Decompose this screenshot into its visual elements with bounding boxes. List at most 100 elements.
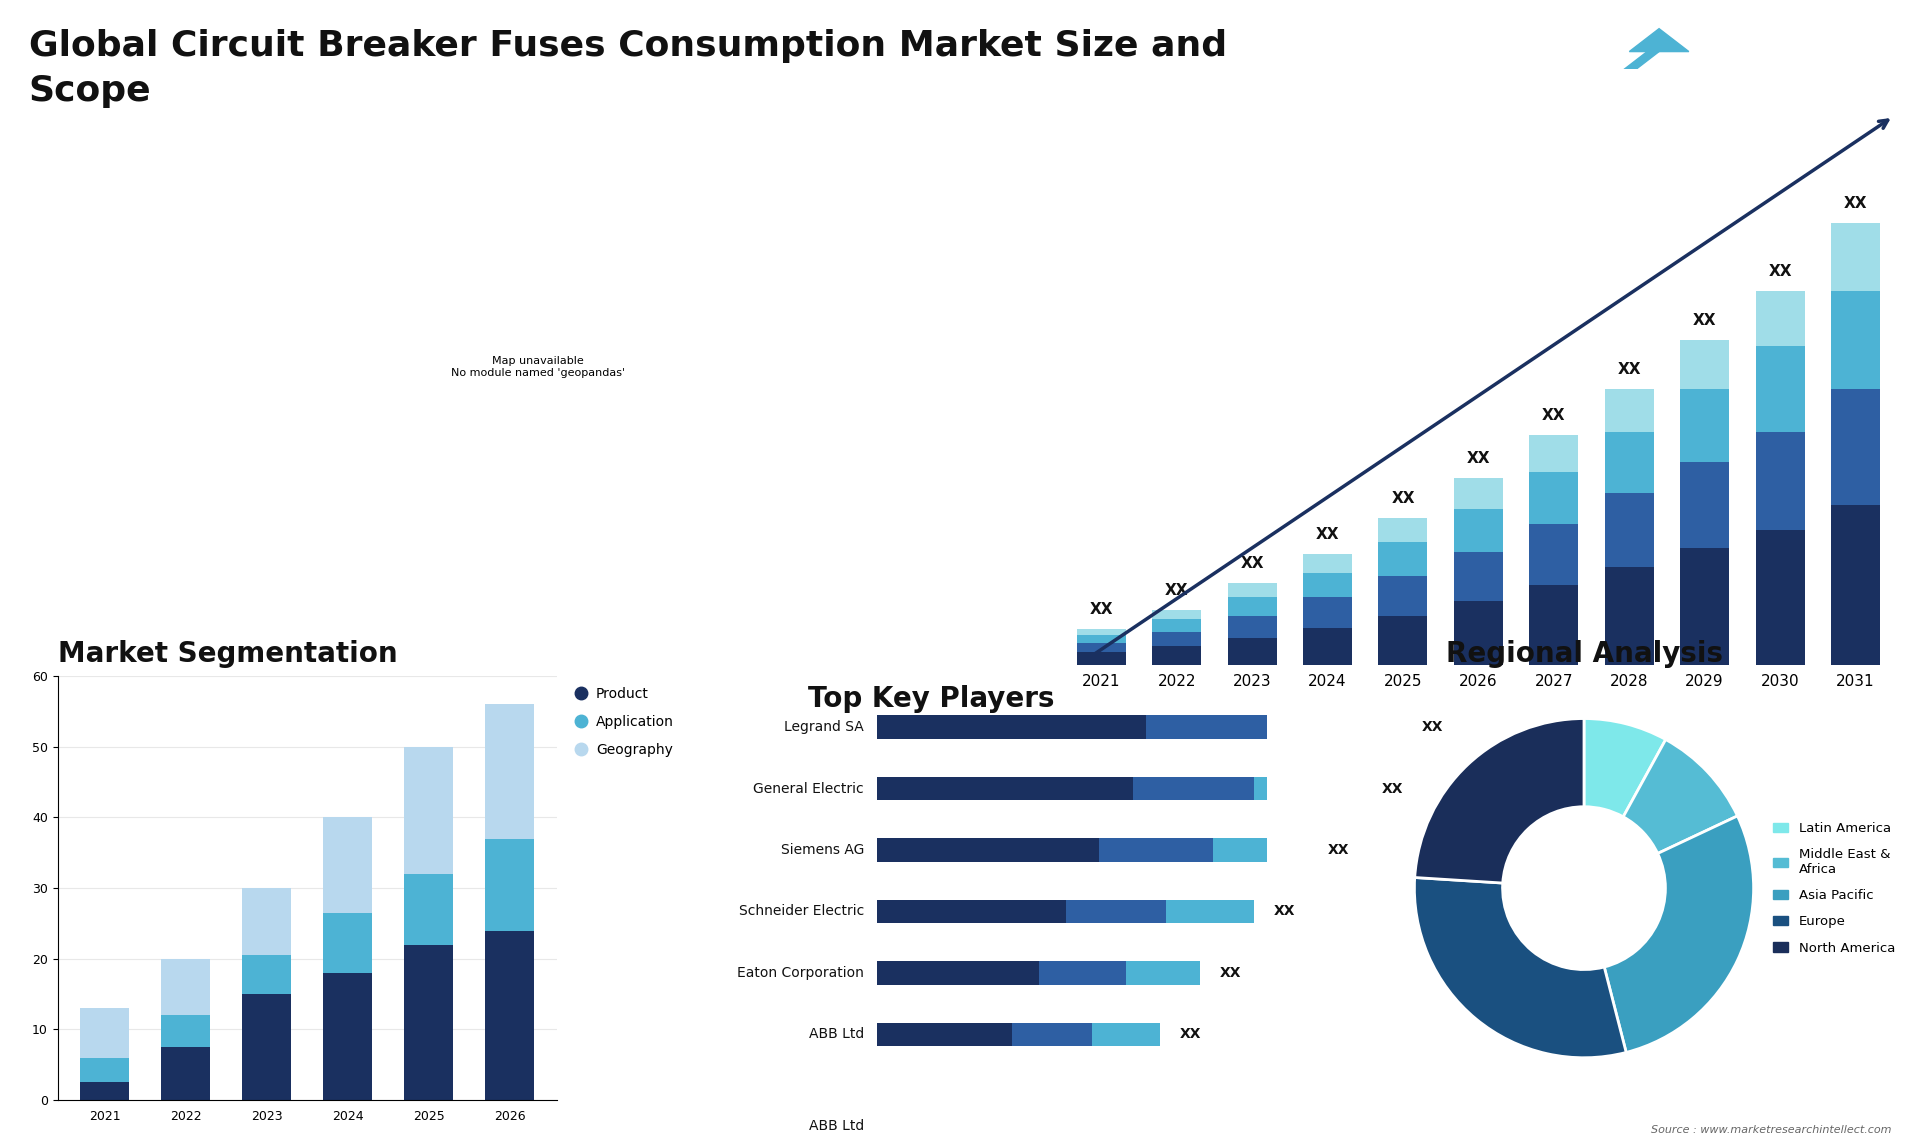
Bar	[1530, 524, 1578, 584]
Bar	[1530, 472, 1578, 524]
Bar	[405, 747, 453, 874]
Bar	[1453, 601, 1503, 665]
Bar	[1092, 1022, 1160, 1046]
Bar	[1755, 432, 1805, 529]
Bar	[486, 839, 534, 931]
Bar	[1077, 629, 1125, 635]
Text: XX: XX	[1421, 720, 1444, 735]
Bar	[1077, 635, 1125, 643]
Text: Schneider Electric: Schneider Electric	[739, 904, 864, 918]
Bar	[1146, 715, 1281, 739]
Bar	[1012, 1022, 1092, 1046]
Bar	[161, 1047, 209, 1100]
Text: Market Segmentation: Market Segmentation	[58, 641, 397, 668]
Text: XX: XX	[1467, 452, 1490, 466]
Text: XX: XX	[1221, 966, 1242, 980]
Bar	[1304, 628, 1352, 665]
Bar	[877, 715, 1146, 739]
Bar	[1077, 652, 1125, 665]
Text: Siemens AG: Siemens AG	[781, 843, 864, 857]
Bar	[1304, 555, 1352, 573]
Text: Map unavailable
No module named 'geopandas': Map unavailable No module named 'geopand…	[451, 356, 624, 377]
Bar	[1453, 478, 1503, 509]
Bar	[1066, 900, 1165, 924]
Bar	[1530, 435, 1578, 472]
Bar	[1152, 619, 1202, 631]
Text: Legrand SA: Legrand SA	[783, 720, 864, 735]
Bar	[1680, 388, 1730, 462]
Bar	[877, 1022, 1012, 1046]
Legend: Latin America, Middle East &
Africa, Asia Pacific, Europe, North America: Latin America, Middle East & Africa, Asi…	[1768, 818, 1899, 958]
Bar	[1530, 584, 1578, 665]
Text: XX: XX	[1273, 904, 1296, 918]
Bar	[877, 961, 1039, 984]
Bar	[1281, 715, 1402, 739]
Text: Scope: Scope	[29, 74, 152, 109]
Bar	[1039, 961, 1125, 984]
Bar	[1133, 777, 1254, 800]
Bar	[1227, 597, 1277, 615]
Bar	[1152, 646, 1202, 665]
Text: XX: XX	[1240, 556, 1263, 571]
Bar	[323, 817, 372, 913]
Bar	[161, 959, 209, 1015]
Bar	[1605, 566, 1653, 665]
Text: General Electric: General Electric	[753, 782, 864, 795]
Bar	[1125, 961, 1200, 984]
Text: XX: XX	[1179, 1028, 1202, 1042]
Bar	[1680, 548, 1730, 665]
Bar	[1165, 900, 1254, 924]
Text: XX: XX	[1843, 196, 1868, 211]
Bar	[161, 1015, 209, 1047]
Wedge shape	[1605, 816, 1753, 1052]
Wedge shape	[1415, 719, 1584, 884]
Bar	[1453, 509, 1503, 552]
Bar	[1832, 291, 1880, 388]
Text: Eaton Corporation: Eaton Corporation	[737, 966, 864, 980]
Polygon shape	[1630, 29, 1690, 52]
Bar	[1227, 615, 1277, 637]
Bar	[1680, 462, 1730, 548]
Text: XX: XX	[1380, 782, 1404, 795]
Bar	[1379, 615, 1427, 665]
Polygon shape	[1617, 52, 1659, 74]
Bar	[1213, 839, 1308, 862]
Bar	[1304, 597, 1352, 628]
Bar	[405, 944, 453, 1100]
Bar	[81, 1008, 129, 1058]
Bar	[1254, 777, 1361, 800]
Bar	[1379, 576, 1427, 615]
Bar	[1453, 552, 1503, 601]
Bar	[1605, 493, 1653, 566]
Bar	[1227, 637, 1277, 665]
Bar	[1152, 631, 1202, 646]
Bar	[1152, 610, 1202, 619]
Bar	[1832, 223, 1880, 291]
Bar	[877, 900, 1066, 924]
Bar	[486, 705, 534, 839]
Bar	[877, 777, 1133, 800]
Bar	[81, 1058, 129, 1083]
Bar	[1379, 542, 1427, 576]
Text: XX: XX	[1617, 362, 1642, 377]
Bar	[877, 839, 1098, 862]
Text: XX: XX	[1165, 582, 1188, 597]
Bar	[1227, 582, 1277, 597]
Text: Source : www.marketresearchintellect.com: Source : www.marketresearchintellect.com	[1651, 1124, 1891, 1135]
Wedge shape	[1622, 739, 1738, 854]
Text: XX: XX	[1089, 602, 1114, 618]
Wedge shape	[1584, 719, 1667, 817]
Bar	[1832, 388, 1880, 505]
Text: INTELLECT: INTELLECT	[1757, 99, 1824, 108]
Title: Regional Analysis: Regional Analysis	[1446, 641, 1722, 668]
Text: XX: XX	[1327, 843, 1350, 857]
Text: ABB Ltd: ABB Ltd	[808, 1118, 864, 1132]
Text: XX: XX	[1693, 313, 1716, 328]
Wedge shape	[1415, 878, 1626, 1058]
Bar	[323, 913, 372, 973]
Bar	[81, 1083, 129, 1100]
Bar	[1605, 388, 1653, 432]
Bar	[405, 874, 453, 944]
Bar	[242, 956, 292, 994]
Bar	[1098, 839, 1213, 862]
